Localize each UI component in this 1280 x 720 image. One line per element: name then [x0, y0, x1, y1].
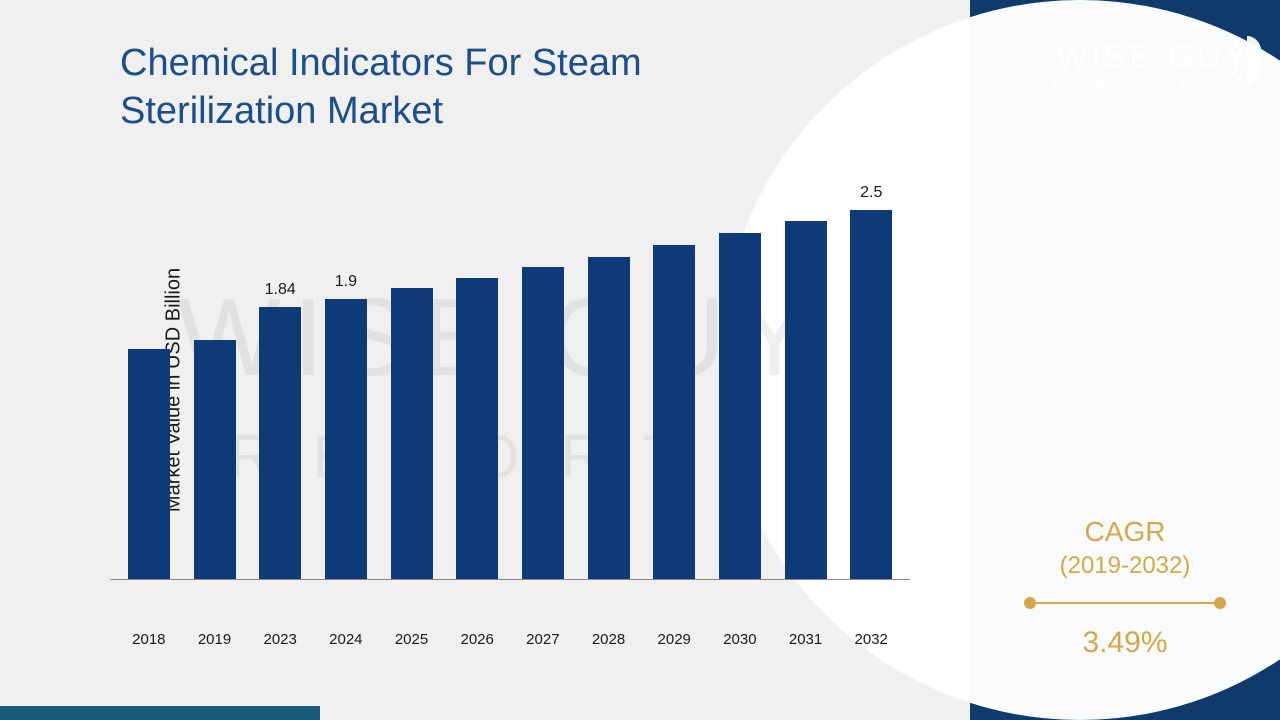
bar: [456, 278, 498, 580]
x-axis-labels: 2018201920232024202520262027202820292030…: [110, 631, 910, 648]
x-tick-label: 2030: [707, 631, 773, 648]
x-tick-label: 2019: [182, 631, 248, 648]
bar-value-label: 1.84: [265, 281, 296, 301]
bar-group: [510, 241, 576, 580]
x-tick-label: 2025: [379, 631, 445, 648]
chart-area: Market Value in USD Billion 1.841.92.5 2…: [60, 160, 910, 620]
bar-group: 2.5: [838, 184, 904, 580]
bar-value-label: 2.5: [860, 184, 882, 204]
bar-group: 1.84: [247, 281, 313, 580]
cagr-block: CAGR (2019-2032) 3.49%: [1010, 516, 1240, 660]
bar: [259, 307, 301, 580]
x-tick-label: 2032: [838, 631, 904, 648]
chart-title: Chemical Indicators For Steam Sterilizat…: [120, 40, 800, 135]
bar-value-label: 1.9: [335, 273, 357, 293]
bar-group: 1.9: [313, 273, 379, 580]
bar: [588, 257, 630, 580]
x-tick-label: 2026: [444, 631, 510, 648]
bar-group: [379, 262, 445, 580]
bar: [391, 288, 433, 580]
bar: [850, 210, 892, 580]
bar: [785, 221, 827, 580]
bottom-accent-bar: [0, 706, 320, 720]
bar: [522, 267, 564, 580]
cagr-divider: [1030, 602, 1220, 604]
logo-sub-text: REPORTS: [1053, 79, 1250, 97]
x-tick-label: 2028: [576, 631, 642, 648]
x-tick-label: 2023: [247, 631, 313, 648]
x-tick-label: 2024: [313, 631, 379, 648]
bars-container: 1.84 1.9 2.5: [110, 160, 910, 580]
cagr-label: CAGR: [1010, 516, 1240, 548]
bar-group: [116, 323, 182, 580]
bar-group: [444, 252, 510, 580]
cagr-period: (2019-2032): [1010, 552, 1240, 580]
plot-region: 1.84 1.9 2.5: [110, 160, 910, 580]
logo-main-text: WISE GUY: [1053, 38, 1250, 77]
bar-group: [576, 231, 642, 580]
brand-logo: WISE GUY REPORTS: [1053, 38, 1250, 97]
bar: [653, 245, 695, 580]
bar-group: [641, 219, 707, 580]
bar: [325, 299, 367, 580]
x-axis-line: [110, 579, 910, 580]
x-tick-label: 2027: [510, 631, 576, 648]
x-tick-label: 2018: [116, 631, 182, 648]
x-tick-label: 2029: [641, 631, 707, 648]
bar-group: [182, 314, 248, 580]
bar-group: [773, 195, 839, 580]
bar: [719, 233, 761, 580]
bar-group: [707, 207, 773, 580]
bar: [128, 349, 170, 580]
infographic-container: WISE GUY R E P O R T S WISE GUY REPORTS …: [0, 0, 1280, 720]
bar: [194, 340, 236, 580]
cagr-value: 3.49%: [1010, 626, 1240, 660]
x-tick-label: 2031: [773, 631, 839, 648]
